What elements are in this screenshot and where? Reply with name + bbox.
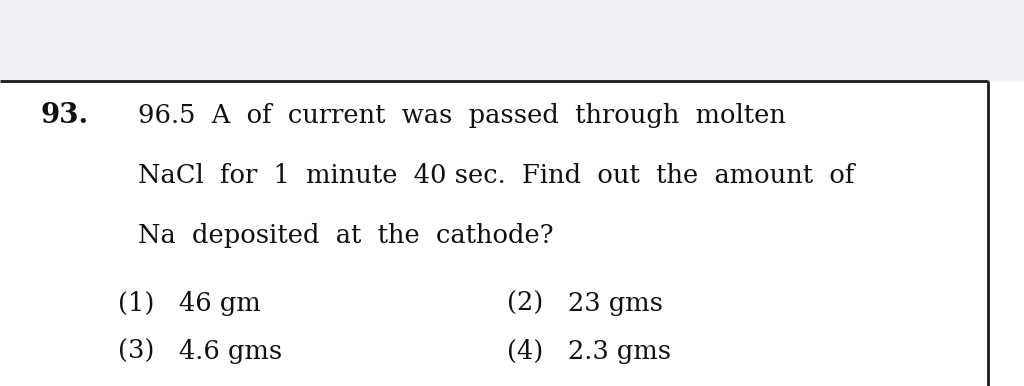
Text: (4): (4) <box>507 339 543 364</box>
Text: Na  deposited  at  the  cathode?: Na deposited at the cathode? <box>138 223 554 248</box>
Text: 96.5  A  of  current  was  passed  through  molten: 96.5 A of current was passed through mol… <box>138 103 786 128</box>
Text: NaCl  for  1  minute  40 sec.  Find  out  the  amount  of: NaCl for 1 minute 40 sec. Find out the a… <box>138 163 855 188</box>
Text: 2.3 gms: 2.3 gms <box>568 339 672 364</box>
Text: (2): (2) <box>507 291 543 315</box>
Text: 4.6 gms: 4.6 gms <box>179 339 283 364</box>
Text: 46 gm: 46 gm <box>179 291 261 315</box>
Bar <box>0 81 1024 386</box>
Text: (3): (3) <box>118 339 155 364</box>
Text: (1): (1) <box>118 291 155 315</box>
Bar <box>0 0 1024 81</box>
Text: 93.: 93. <box>41 102 89 129</box>
Text: 23 gms: 23 gms <box>568 291 664 315</box>
